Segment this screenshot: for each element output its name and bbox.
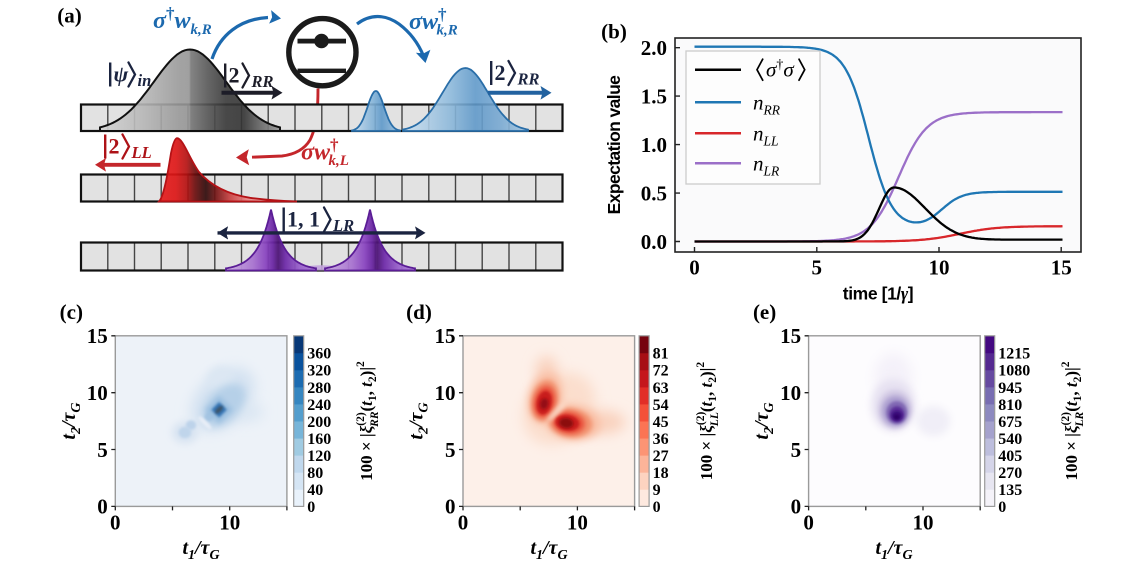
- svg-text:1215: 1215: [998, 346, 1030, 363]
- svg-text:0: 0: [458, 511, 469, 535]
- svg-text:2: 2: [229, 63, 240, 88]
- svg-text:540: 540: [998, 431, 1022, 448]
- svg-text:15: 15: [87, 324, 108, 348]
- svg-text:LL: LL: [131, 143, 152, 162]
- svg-text:270: 270: [998, 465, 1022, 482]
- svg-text:(d): (d): [406, 300, 432, 324]
- svg-text:10: 10: [567, 511, 588, 535]
- svg-text:10: 10: [219, 511, 240, 535]
- svg-text:320: 320: [307, 363, 331, 380]
- svg-text:40: 40: [307, 482, 323, 499]
- svg-text:0: 0: [445, 495, 456, 519]
- svg-text:160: 160: [307, 431, 331, 448]
- svg-text:10: 10: [913, 511, 934, 535]
- svg-text:(a): (a): [57, 4, 82, 28]
- svg-text:200: 200: [307, 414, 331, 431]
- svg-text:10: 10: [929, 256, 950, 280]
- svg-text:15: 15: [1051, 256, 1072, 280]
- svg-text:675: 675: [998, 414, 1022, 431]
- svg-text:2: 2: [495, 60, 506, 85]
- svg-text:240: 240: [307, 397, 331, 414]
- svg-text:80: 80: [307, 465, 323, 482]
- svg-text:10: 10: [435, 381, 456, 405]
- svg-text:36: 36: [653, 431, 669, 448]
- svg-text:135: 135: [998, 482, 1022, 499]
- svg-text:time [1/γ]: time [1/γ]: [843, 284, 913, 304]
- svg-text:360: 360: [307, 346, 331, 363]
- svg-text:405: 405: [998, 448, 1022, 465]
- svg-text:1.5: 1.5: [641, 84, 667, 108]
- svg-text:0: 0: [689, 256, 700, 280]
- svg-text:10: 10: [87, 381, 108, 405]
- svg-text:0: 0: [307, 499, 315, 516]
- svg-text:15: 15: [435, 324, 456, 348]
- svg-text:5: 5: [791, 438, 802, 462]
- svg-text:0: 0: [803, 511, 814, 535]
- svg-text:LR: LR: [332, 216, 354, 235]
- svg-text:ψ: ψ: [114, 62, 129, 87]
- svg-text:2.0: 2.0: [641, 36, 667, 60]
- svg-text:(b): (b): [601, 20, 627, 44]
- svg-text:(c): (c): [60, 300, 83, 324]
- svg-text:72: 72: [653, 363, 669, 380]
- svg-text:45: 45: [653, 414, 669, 431]
- svg-text:1, 1: 1, 1: [287, 207, 320, 232]
- svg-text:9: 9: [653, 482, 661, 499]
- svg-text:0.0: 0.0: [641, 230, 667, 254]
- svg-text:18: 18: [653, 465, 669, 482]
- svg-text:81: 81: [653, 346, 669, 363]
- svg-text:5: 5: [445, 438, 456, 462]
- svg-text:RR: RR: [251, 72, 274, 91]
- svg-text:Expectation value: Expectation value: [604, 75, 624, 214]
- svg-text:0: 0: [998, 499, 1006, 516]
- svg-text:t2/τG: t2/τG: [751, 402, 777, 439]
- svg-text:0: 0: [791, 495, 802, 519]
- svg-text:0: 0: [97, 495, 108, 519]
- svg-text:63: 63: [653, 380, 669, 397]
- svg-text:0: 0: [110, 511, 121, 535]
- svg-text:1.0: 1.0: [641, 133, 667, 157]
- svg-text:1080: 1080: [998, 363, 1030, 380]
- svg-text:810: 810: [998, 397, 1022, 414]
- svg-text:RR: RR: [517, 70, 540, 89]
- svg-text:5: 5: [812, 256, 823, 280]
- svg-text:5: 5: [97, 438, 108, 462]
- svg-text:280: 280: [307, 380, 331, 397]
- svg-text:10: 10: [780, 381, 801, 405]
- svg-text:2: 2: [109, 134, 120, 159]
- svg-text:(e): (e): [753, 300, 776, 324]
- svg-text:120: 120: [307, 448, 331, 465]
- svg-text:in: in: [138, 71, 152, 90]
- svg-text:0: 0: [653, 499, 661, 516]
- svg-text:0.5: 0.5: [641, 181, 667, 205]
- svg-text:15: 15: [780, 324, 801, 348]
- svg-text:54: 54: [653, 397, 669, 414]
- svg-text:945: 945: [998, 380, 1022, 397]
- svg-text:27: 27: [653, 448, 669, 465]
